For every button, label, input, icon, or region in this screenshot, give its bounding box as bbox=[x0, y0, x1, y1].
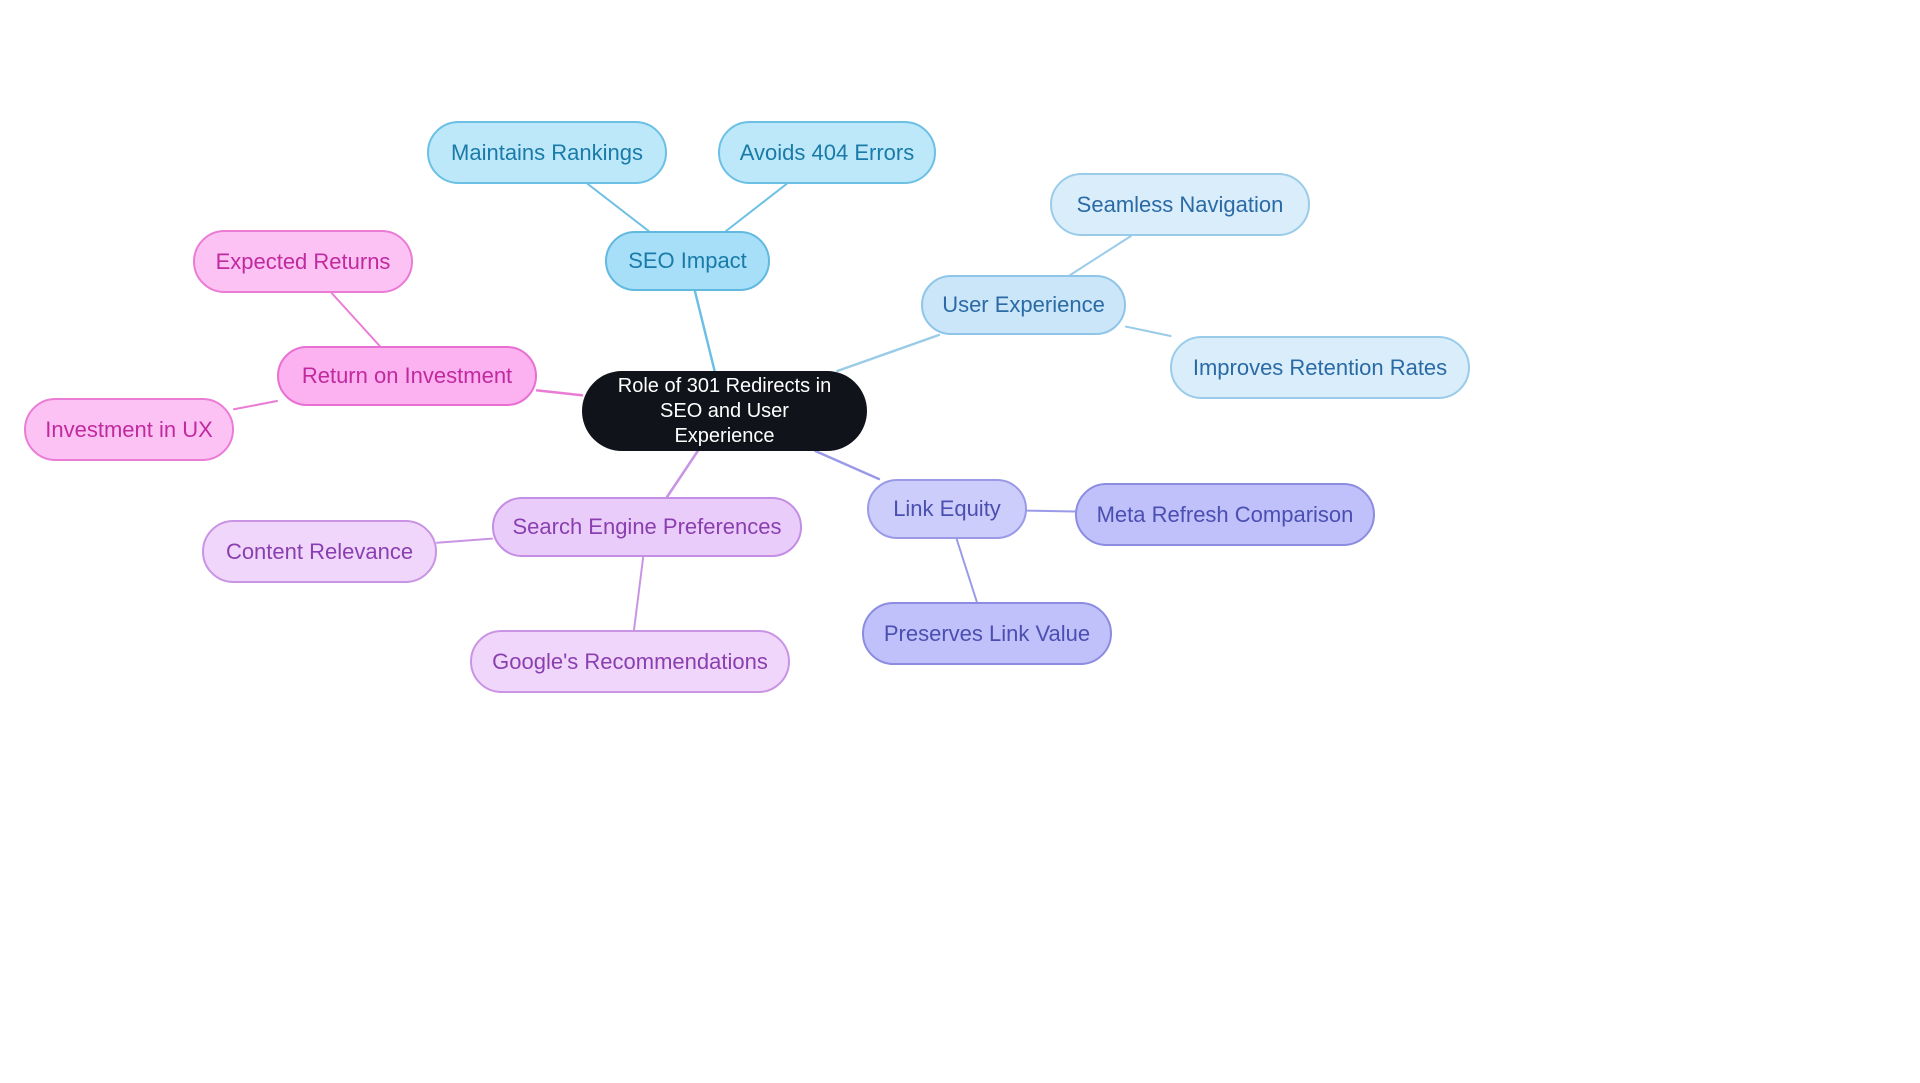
edge-seo_impact-maintains_rankings bbox=[588, 184, 649, 231]
node-label-seo_impact: SEO Impact bbox=[628, 248, 747, 274]
edge-center-link_equity bbox=[815, 451, 879, 479]
node-label-maintains_rankings: Maintains Rankings bbox=[451, 140, 643, 166]
node-label-google_rec: Google's Recommendations bbox=[492, 649, 768, 675]
node-expected_returns: Expected Returns bbox=[193, 230, 413, 293]
node-label-investment_ux: Investment in UX bbox=[45, 417, 213, 443]
edge-center-roi bbox=[537, 390, 582, 395]
node-label-expected_returns: Expected Returns bbox=[216, 249, 391, 275]
edge-user_experience-retention bbox=[1126, 327, 1171, 336]
node-search_engine: Search Engine Preferences bbox=[492, 497, 802, 557]
node-label-preserves_link: Preserves Link Value bbox=[884, 621, 1090, 647]
node-label-user_experience: User Experience bbox=[942, 292, 1105, 318]
node-label-meta_refresh: Meta Refresh Comparison bbox=[1097, 502, 1354, 528]
node-label-center: Role of 301 Redirects in SEO and User Ex… bbox=[612, 374, 837, 449]
node-avoids_404: Avoids 404 Errors bbox=[718, 121, 936, 184]
edge-center-seo_impact bbox=[695, 291, 715, 371]
node-user_experience: User Experience bbox=[921, 275, 1126, 335]
edge-center-search_engine bbox=[667, 451, 698, 497]
edge-link_equity-meta_refresh bbox=[1027, 511, 1075, 512]
node-google_rec: Google's Recommendations bbox=[470, 630, 790, 693]
node-roi: Return on Investment bbox=[277, 346, 537, 406]
node-label-retention: Improves Retention Rates bbox=[1193, 355, 1447, 381]
node-link_equity: Link Equity bbox=[867, 479, 1027, 539]
edge-roi-investment_ux bbox=[234, 401, 277, 409]
edge-roi-expected_returns bbox=[332, 293, 380, 346]
node-center: Role of 301 Redirects in SEO and User Ex… bbox=[582, 371, 867, 451]
node-label-content_relevance: Content Relevance bbox=[226, 539, 413, 565]
node-preserves_link: Preserves Link Value bbox=[862, 602, 1112, 665]
node-label-search_engine: Search Engine Preferences bbox=[512, 514, 781, 540]
node-seo_impact: SEO Impact bbox=[605, 231, 770, 291]
node-investment_ux: Investment in UX bbox=[24, 398, 234, 461]
edge-user_experience-seamless_nav bbox=[1070, 236, 1131, 275]
edge-link_equity-preserves_link bbox=[957, 539, 977, 602]
node-seamless_nav: Seamless Navigation bbox=[1050, 173, 1310, 236]
edge-seo_impact-avoids_404 bbox=[726, 184, 786, 231]
node-maintains_rankings: Maintains Rankings bbox=[427, 121, 667, 184]
node-label-avoids_404: Avoids 404 Errors bbox=[740, 140, 914, 166]
node-label-seamless_nav: Seamless Navigation bbox=[1077, 192, 1284, 218]
node-label-link_equity: Link Equity bbox=[893, 496, 1001, 522]
node-label-roi: Return on Investment bbox=[302, 363, 512, 389]
node-content_relevance: Content Relevance bbox=[202, 520, 437, 583]
edge-search_engine-google_rec bbox=[634, 557, 643, 630]
edge-center-user_experience bbox=[837, 335, 939, 371]
node-meta_refresh: Meta Refresh Comparison bbox=[1075, 483, 1375, 546]
node-retention: Improves Retention Rates bbox=[1170, 336, 1470, 399]
edge-search_engine-content_relevance bbox=[437, 539, 492, 543]
